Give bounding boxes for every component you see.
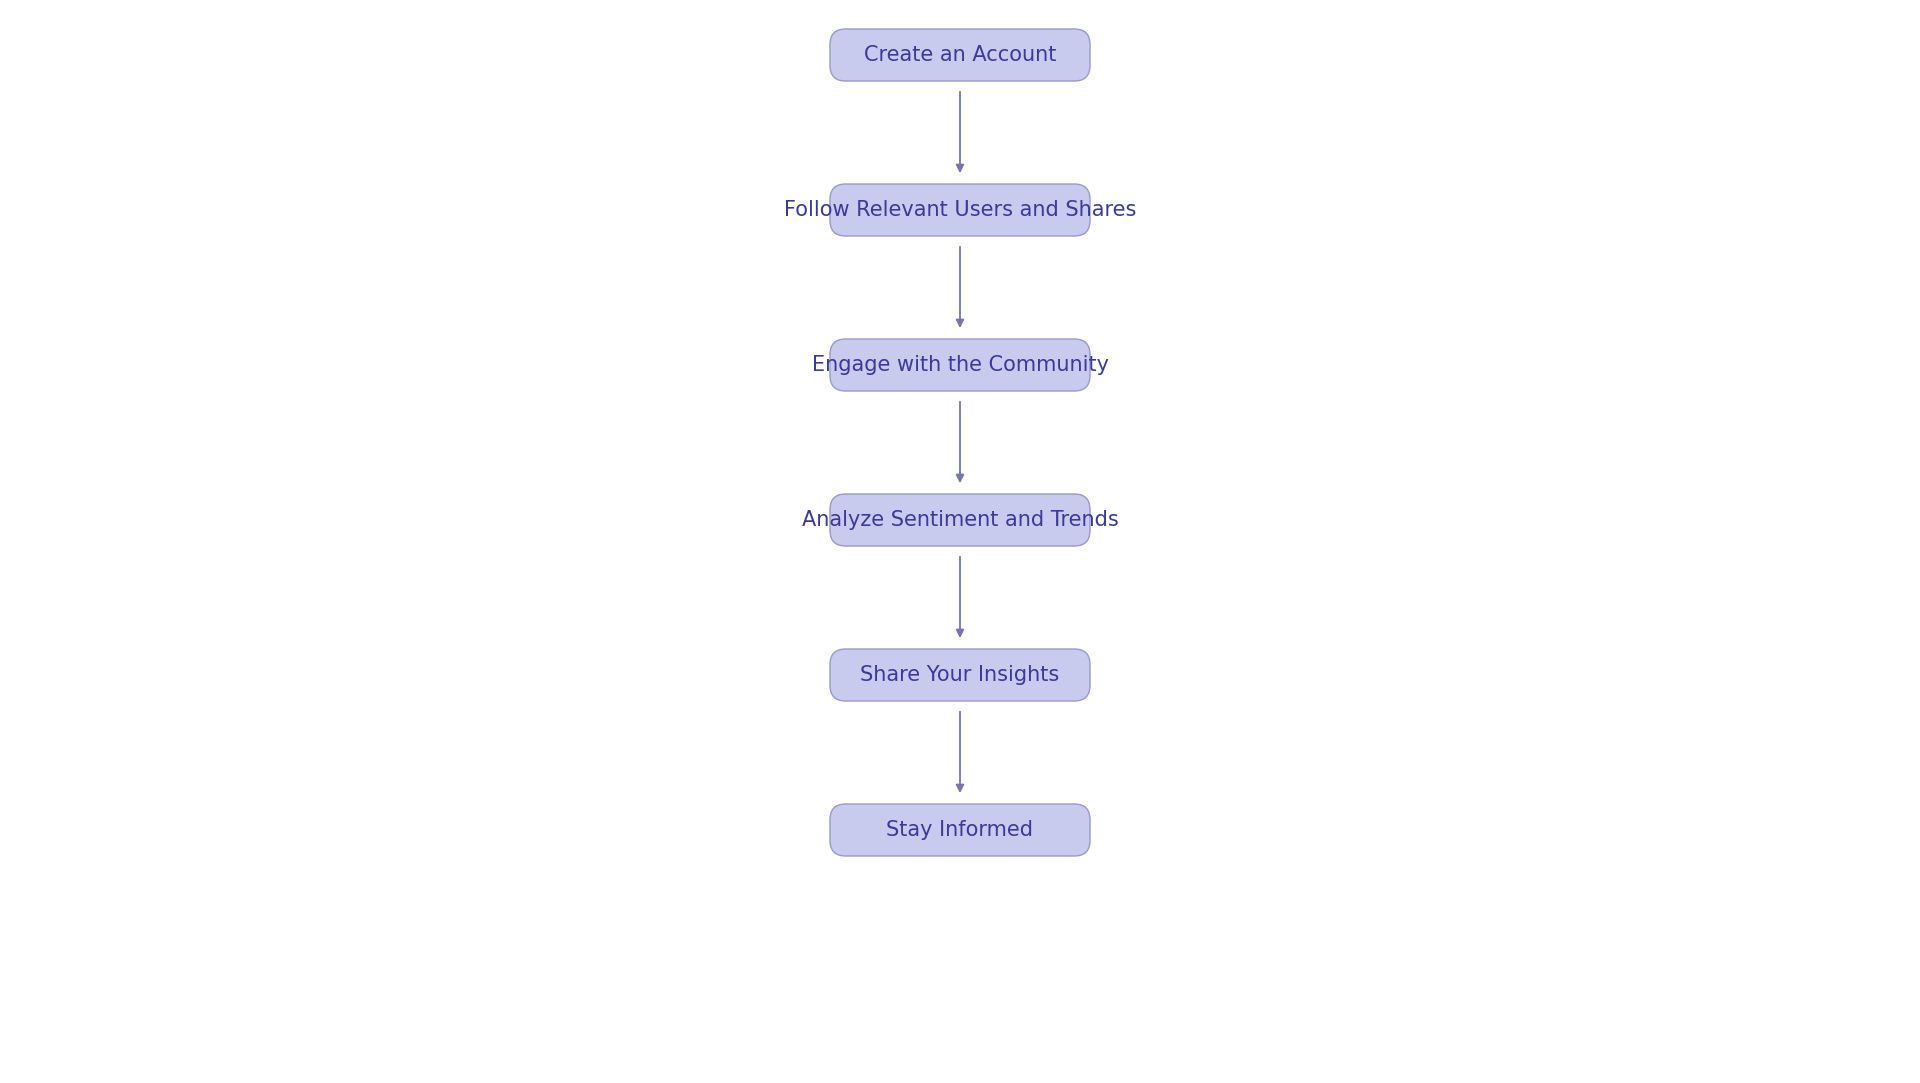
FancyBboxPatch shape — [829, 649, 1091, 701]
Text: Stay Informed: Stay Informed — [887, 820, 1033, 840]
FancyBboxPatch shape — [829, 29, 1091, 81]
FancyBboxPatch shape — [829, 804, 1091, 856]
Text: Create an Account: Create an Account — [864, 45, 1056, 65]
FancyBboxPatch shape — [829, 494, 1091, 546]
Text: Share Your Insights: Share Your Insights — [860, 665, 1060, 686]
FancyBboxPatch shape — [829, 184, 1091, 236]
Text: Analyze Sentiment and Trends: Analyze Sentiment and Trends — [803, 510, 1117, 530]
Text: Engage with the Community: Engage with the Community — [812, 355, 1108, 375]
Text: Follow Relevant Users and Shares: Follow Relevant Users and Shares — [783, 200, 1137, 220]
FancyBboxPatch shape — [829, 339, 1091, 391]
